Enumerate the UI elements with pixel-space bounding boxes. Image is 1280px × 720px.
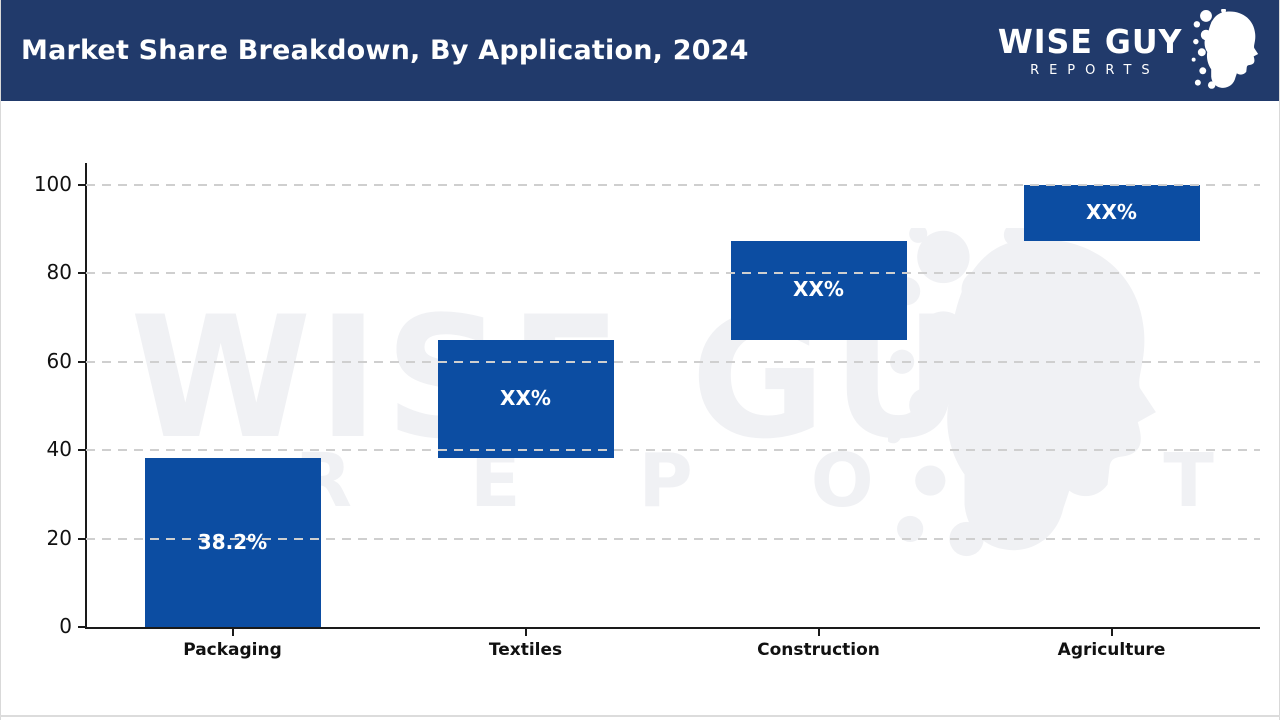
x-tick-mark <box>231 629 234 636</box>
gridline-100 <box>86 184 1260 186</box>
y-tick-mark <box>78 626 86 628</box>
wiseguy-logo-text: WISE GUY REPORTS <box>994 25 1186 77</box>
wiseguy-logo: WISE GUY REPORTS <box>994 0 1266 101</box>
y-tick-mark <box>78 449 86 452</box>
y-axis <box>85 163 87 629</box>
y-tick-mark <box>78 184 86 186</box>
x-tick-mark <box>1110 629 1113 636</box>
category-label-packaging: Packaging <box>183 640 282 660</box>
y-tick-label: 20 <box>46 525 72 550</box>
y-tick-mark <box>78 272 86 275</box>
bar-value-label: 38.2% <box>197 529 268 554</box>
gridline-20 <box>86 537 1260 540</box>
y-tick-label: 40 <box>46 437 72 462</box>
gridline-60 <box>86 360 1260 363</box>
bar-textiles <box>437 339 614 459</box>
bar-construction <box>730 241 907 340</box>
bar-packaging <box>144 458 321 627</box>
category-label-textiles: Textiles <box>488 640 563 660</box>
wiseguy-head-icon <box>1191 8 1259 89</box>
bar-value-label: XX% <box>500 385 551 410</box>
x-tick-mark <box>817 629 820 636</box>
y-tick-label: 0 <box>59 614 72 638</box>
y-tick-label: 100 <box>33 172 72 196</box>
watermark-head-icon <box>888 228 1156 557</box>
y-tick-mark <box>78 360 86 363</box>
gridline-80 <box>86 272 1260 275</box>
x-tick-mark <box>524 629 527 636</box>
header-bar: Market Share Breakdown, By Application, … <box>0 0 1280 101</box>
y-tick-label: 80 <box>46 260 72 285</box>
bar-agriculture <box>1023 185 1200 242</box>
category-label-agriculture: Agriculture <box>1057 640 1166 660</box>
page-title: Market Share Breakdown, By Application, … <box>21 35 749 66</box>
y-tick-mark <box>78 537 86 540</box>
category-label-construction: Construction <box>757 640 880 660</box>
y-tick-label: 60 <box>46 348 72 373</box>
bar-value-label: XX% <box>1086 200 1137 225</box>
logo-subtitle: REPORTS <box>1030 62 1160 78</box>
bar-value-label: XX% <box>793 277 844 302</box>
gridline-40 <box>86 449 1260 452</box>
footer-rule <box>0 715 1280 717</box>
x-axis <box>85 627 1260 629</box>
logo-wordmark: WISE GUY <box>997 21 1183 61</box>
